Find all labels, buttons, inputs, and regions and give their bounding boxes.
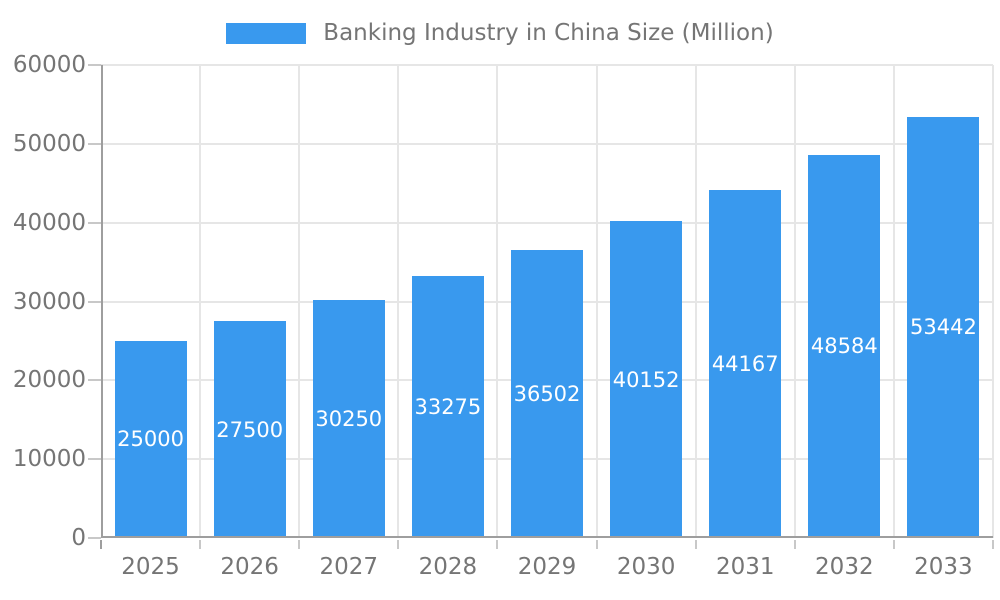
y-axis-label: 50000 <box>12 130 86 157</box>
x-axis-tick <box>397 540 400 549</box>
bar: 48584 <box>808 154 881 538</box>
bar: 27500 <box>213 321 286 538</box>
chart-legend: Banking Industry in China Size (Million) <box>0 20 1000 46</box>
bar-value-label: 27500 <box>216 417 284 442</box>
bar: 36502 <box>511 250 583 538</box>
bar-value-label: 36502 <box>513 382 581 407</box>
gridline-vertical <box>199 65 202 538</box>
bar: 53442 <box>907 116 980 538</box>
gridline-vertical <box>595 65 598 538</box>
bar-value-label: 33275 <box>414 394 482 419</box>
x-axis-label: 2028 <box>418 554 478 580</box>
y-axis-tick <box>88 142 101 145</box>
legend-label: Banking Industry in China Size (Million) <box>323 20 774 46</box>
y-axis-label: 10000 <box>12 446 86 473</box>
y-axis-label: 40000 <box>12 209 86 236</box>
y-axis-tick <box>88 300 101 303</box>
x-axis-tick <box>892 540 895 549</box>
gridline-horizontal <box>101 221 993 224</box>
bar-value-label: 53442 <box>910 315 977 340</box>
x-axis-label: 2033 <box>914 554 973 580</box>
bar: 40152 <box>610 221 683 538</box>
bar-value-label: 40152 <box>612 367 680 392</box>
x-axis-tick <box>496 540 499 549</box>
x-axis-tick <box>595 540 598 549</box>
x-axis-label: 2027 <box>319 554 379 580</box>
x-axis-tick <box>100 540 102 549</box>
y-axis-tick <box>88 64 101 66</box>
x-axis-label: 2032 <box>815 554 874 580</box>
y-axis-label: 60000 <box>12 52 86 78</box>
gridline-vertical <box>694 65 697 538</box>
y-axis-tick <box>88 221 101 224</box>
bar: 30250 <box>312 299 385 538</box>
x-axis-label: 2025 <box>121 554 180 580</box>
y-axis-tick <box>88 379 101 382</box>
y-axis-tick <box>88 537 101 539</box>
gridline-horizontal <box>101 64 993 66</box>
x-axis-label: 2031 <box>715 554 775 580</box>
gridline-vertical <box>496 65 499 538</box>
gridline-vertical <box>793 65 796 538</box>
legend-color-swatch <box>226 22 307 44</box>
x-axis-label: 2030 <box>616 554 676 580</box>
bar-value-label: 44167 <box>711 351 779 376</box>
x-axis-label: 2026 <box>220 554 279 580</box>
x-axis-tick <box>992 540 994 549</box>
gridline-horizontal <box>101 142 993 145</box>
bar: 25000 <box>114 340 187 538</box>
x-axis-tick <box>199 540 202 549</box>
y-axis-tick <box>88 458 101 461</box>
bar-value-label: 48584 <box>810 334 878 359</box>
gridline-vertical <box>298 65 301 538</box>
gridline-vertical <box>992 65 994 538</box>
bar: 33275 <box>411 275 484 538</box>
bar: 44167 <box>709 189 782 538</box>
y-axis-label: 30000 <box>12 288 86 315</box>
y-axis-label: 20000 <box>12 367 86 394</box>
bar-value-label: 25000 <box>117 427 184 452</box>
gridline-vertical <box>397 65 400 538</box>
x-axis-tick <box>298 540 301 549</box>
gridline-vertical <box>892 65 895 538</box>
x-axis-label: 2029 <box>517 554 577 580</box>
bar-value-label: 30250 <box>315 406 383 431</box>
y-axis-label: 0 <box>71 525 86 551</box>
x-axis-tick <box>793 540 796 549</box>
x-axis-tick <box>694 540 697 549</box>
